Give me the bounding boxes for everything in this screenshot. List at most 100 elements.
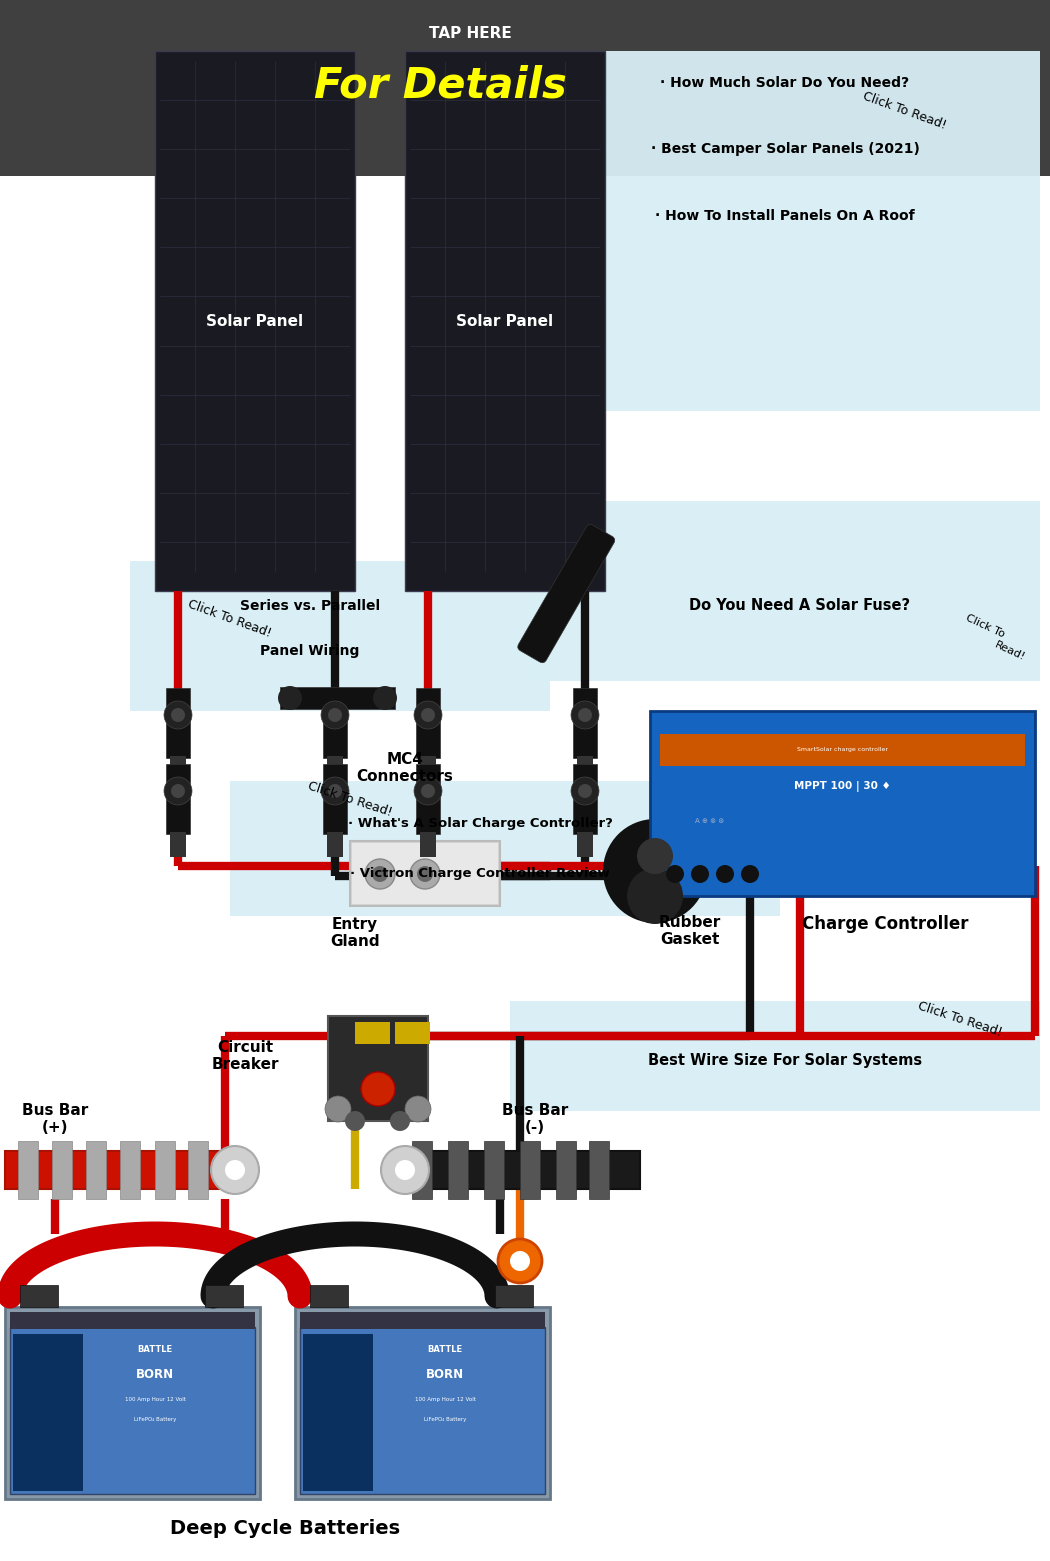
- Text: · What's A Solar Charge Controller?: · What's A Solar Charge Controller?: [348, 816, 612, 829]
- Text: SmartSolar charge controller: SmartSolar charge controller: [797, 746, 888, 751]
- Bar: [520, 52, 1040, 411]
- Text: A ⊕ ⊗ ⊛: A ⊕ ⊗ ⊛: [695, 818, 724, 824]
- Text: Read!: Read!: [993, 640, 1027, 662]
- Circle shape: [666, 865, 684, 884]
- Bar: [395, 1022, 430, 1044]
- Bar: [405, 52, 605, 592]
- Bar: [520, 1141, 540, 1199]
- Text: Best Wire Size For Solar Systems: Best Wire Size For Solar Systems: [648, 1054, 922, 1068]
- Circle shape: [171, 784, 185, 798]
- Circle shape: [716, 865, 734, 884]
- Bar: [20, 1285, 58, 1307]
- Bar: [205, 1285, 243, 1307]
- Bar: [420, 756, 436, 780]
- Text: For Details: For Details: [314, 66, 566, 108]
- Circle shape: [414, 701, 442, 729]
- Circle shape: [741, 865, 759, 884]
- Text: 100 Amp Hour 12 Volt: 100 Amp Hour 12 Volt: [125, 1397, 186, 1402]
- Bar: [412, 1141, 432, 1199]
- Circle shape: [510, 1250, 530, 1271]
- Text: Click To: Click To: [964, 612, 1006, 640]
- Bar: [327, 832, 343, 857]
- Circle shape: [225, 1160, 245, 1180]
- Bar: [120, 1141, 140, 1199]
- Text: BORN: BORN: [135, 1369, 174, 1381]
- Text: Series vs. Parallel: Series vs. Parallel: [240, 599, 380, 613]
- Bar: [303, 1335, 373, 1491]
- Bar: [323, 763, 346, 834]
- Bar: [10, 1311, 255, 1328]
- Circle shape: [578, 709, 592, 723]
- Text: BATTLE: BATTLE: [138, 1344, 172, 1353]
- Text: 100 Amp Hour 12 Volt: 100 Amp Hour 12 Volt: [415, 1397, 476, 1402]
- Circle shape: [414, 777, 442, 805]
- Circle shape: [321, 701, 349, 729]
- Bar: [650, 710, 1035, 896]
- Bar: [170, 756, 186, 780]
- Bar: [86, 1141, 106, 1199]
- Bar: [130, 560, 550, 710]
- Circle shape: [171, 709, 185, 723]
- Bar: [10, 1327, 255, 1494]
- Circle shape: [627, 868, 683, 924]
- Text: Solar Panel: Solar Panel: [207, 314, 303, 328]
- Circle shape: [373, 685, 397, 710]
- Circle shape: [211, 1146, 259, 1194]
- Text: Click To Read!: Click To Read!: [917, 999, 1004, 1038]
- Bar: [530, 501, 1040, 681]
- Circle shape: [361, 1072, 395, 1107]
- Bar: [155, 1141, 175, 1199]
- Circle shape: [164, 777, 192, 805]
- Text: LiFePO₄ Battery: LiFePO₄ Battery: [133, 1416, 176, 1422]
- Circle shape: [365, 859, 395, 890]
- Text: Solar Panel: Solar Panel: [457, 314, 553, 328]
- Text: Click To Read!: Click To Read!: [861, 91, 948, 133]
- FancyBboxPatch shape: [518, 524, 614, 663]
- Circle shape: [637, 838, 673, 874]
- Text: · How To Install Panels On A Roof: · How To Install Panels On A Roof: [655, 209, 915, 223]
- Bar: [578, 832, 593, 857]
- Bar: [495, 1285, 533, 1307]
- Text: · How Much Solar Do You Need?: · How Much Solar Do You Need?: [660, 76, 909, 91]
- Circle shape: [328, 784, 342, 798]
- Bar: [484, 1141, 504, 1199]
- Bar: [416, 688, 440, 759]
- Circle shape: [395, 1160, 415, 1180]
- Circle shape: [390, 1111, 410, 1132]
- Text: Panel Wiring: Panel Wiring: [260, 645, 360, 659]
- Bar: [18, 1141, 38, 1199]
- Bar: [578, 756, 593, 780]
- Text: Circuit
Breaker: Circuit Breaker: [211, 1040, 278, 1072]
- Bar: [510, 1001, 1040, 1111]
- Bar: [420, 832, 436, 857]
- Circle shape: [691, 865, 709, 884]
- Bar: [13, 1335, 83, 1491]
- Bar: [448, 1141, 468, 1199]
- Text: Rubber
Gasket: Rubber Gasket: [659, 915, 721, 948]
- Bar: [5, 1307, 260, 1499]
- Circle shape: [498, 1239, 542, 1283]
- Bar: [323, 688, 346, 759]
- Bar: [310, 1285, 348, 1307]
- Bar: [52, 1141, 72, 1199]
- Text: Deep Cycle Batteries: Deep Cycle Batteries: [170, 1519, 400, 1539]
- Text: BATTLE: BATTLE: [427, 1344, 463, 1353]
- Bar: [188, 1141, 208, 1199]
- Circle shape: [578, 784, 592, 798]
- Circle shape: [417, 866, 433, 882]
- Circle shape: [164, 701, 192, 729]
- Circle shape: [405, 1096, 430, 1122]
- Bar: [350, 841, 500, 905]
- Circle shape: [372, 866, 388, 882]
- Bar: [328, 1016, 428, 1121]
- Text: MC4
Connectors: MC4 Connectors: [357, 752, 454, 784]
- Bar: [556, 1141, 576, 1199]
- Circle shape: [603, 820, 707, 923]
- Bar: [660, 734, 1025, 766]
- Bar: [352, 843, 498, 904]
- Bar: [0, 0, 1050, 176]
- Text: TAP HERE: TAP HERE: [428, 25, 511, 41]
- Circle shape: [571, 701, 598, 729]
- Text: Bus Bar
(+): Bus Bar (+): [22, 1102, 88, 1135]
- Bar: [300, 1311, 545, 1328]
